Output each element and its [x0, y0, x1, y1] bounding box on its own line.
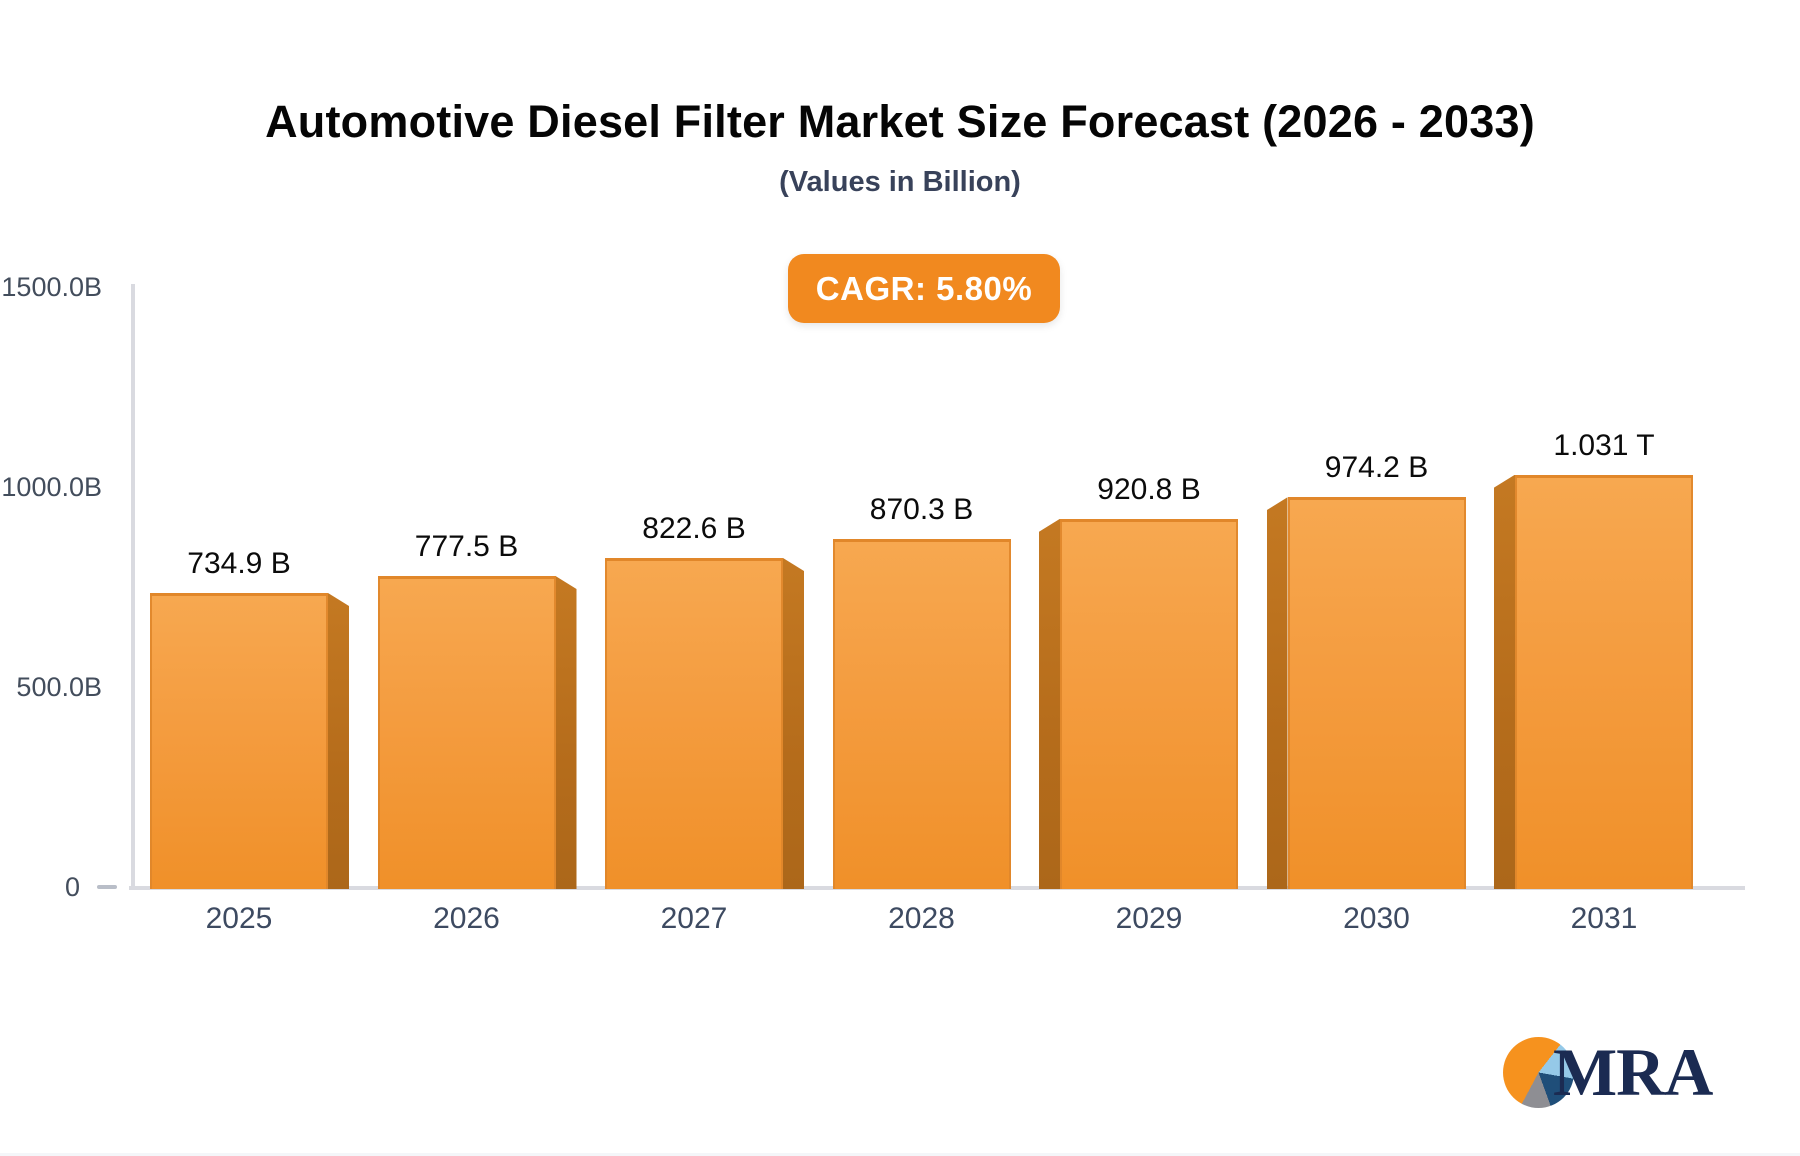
- bar-value-label-2031: 1.031 T: [1553, 428, 1655, 462]
- x-axis-label-2029: 2029: [1115, 902, 1183, 935]
- cagr-badge-label: CAGR: 5.80%: [815, 269, 1033, 307]
- x-axis-label-2027: 2027: [660, 902, 728, 935]
- bar-2025: [150, 593, 328, 889]
- bar-2031: [1515, 474, 1693, 889]
- bar-value-label-2030: 974.2 B: [1324, 451, 1429, 485]
- logo-pie-icon: [1503, 1037, 1574, 1108]
- chart-subtitle: (Values in Billion): [779, 166, 1021, 198]
- bar-3d-side-2026: [555, 576, 577, 889]
- bar-value-label-2025: 734.9 B: [187, 547, 291, 580]
- x-axis-label-2026: 2026: [433, 902, 500, 935]
- x-axis-label-2031: 2031: [1570, 902, 1638, 935]
- bar-2027: [605, 558, 783, 889]
- x-axis-label-2025: 2025: [205, 902, 273, 935]
- bar-2030: [1287, 497, 1466, 889]
- bar-3d-side-2029: [1039, 518, 1060, 889]
- chart-title: Automotive Diesel Filter Market Size For…: [265, 96, 1535, 147]
- bar-value-label-2027: 822.6 B: [642, 512, 746, 545]
- y-axis-line: [131, 284, 135, 889]
- bar-value-label-2029: 920.8 B: [1097, 472, 1201, 506]
- y-tick-label-500: 500.0B: [16, 672, 102, 702]
- y-tick-label-1500: 1500.0B: [1, 272, 102, 302]
- bar-3d-side-2027: [783, 558, 804, 889]
- logo-text: MRA: [1553, 1034, 1713, 1110]
- x-axis-label-2028: 2028: [888, 902, 955, 935]
- cagr-badge: CAGR: 5.80%: [788, 254, 1060, 323]
- bar-2028: [832, 538, 1011, 889]
- bar-3d-side-2025: [328, 593, 349, 889]
- x-axis-label-2030: 2030: [1343, 902, 1410, 935]
- bar-2029: [1060, 518, 1238, 889]
- bar-2026: [377, 576, 556, 889]
- y-tick-label-0: 0: [64, 872, 80, 902]
- bottom-strip: [0, 1153, 1800, 1156]
- y-tick-label-1000: 1000.0B: [1, 472, 102, 502]
- bar-3d-side-2031: [1494, 474, 1515, 889]
- mra-logo: MRA: [1503, 1035, 1733, 1111]
- zero-tick-mark: [97, 885, 117, 889]
- bar-value-label-2028: 870.3 B: [869, 492, 974, 526]
- bar-3d-side-2030: [1266, 497, 1288, 889]
- bar-value-label-2026: 777.5 B: [414, 530, 519, 563]
